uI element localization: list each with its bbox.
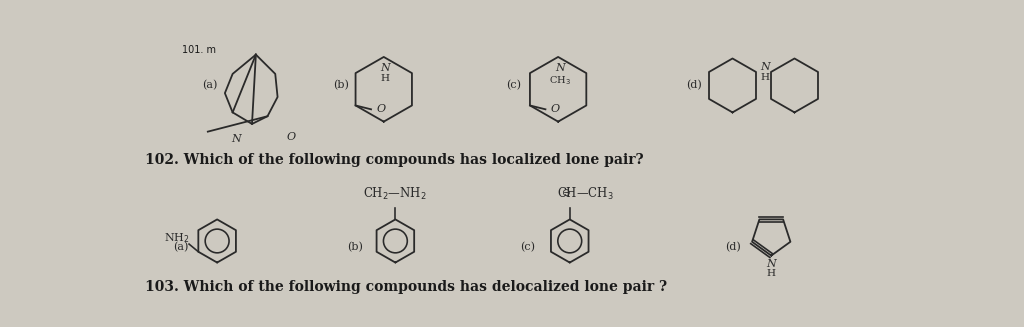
Text: (d): (d): [725, 242, 740, 252]
Text: H: H: [761, 73, 770, 82]
Text: (c): (c): [507, 80, 521, 91]
Text: 102. Which of the following compounds has localized lone pair?: 102. Which of the following compounds ha…: [145, 153, 644, 167]
Text: CH—CH$_3$: CH—CH$_3$: [557, 186, 613, 202]
Text: CH$_2$—NH$_2$: CH$_2$—NH$_2$: [364, 186, 427, 202]
Text: N: N: [766, 259, 776, 269]
Text: 101. m: 101. m: [182, 45, 216, 55]
Text: (d): (d): [686, 80, 701, 91]
Text: N: N: [760, 62, 770, 72]
Text: (c): (c): [520, 242, 536, 252]
Text: (a): (a): [202, 80, 217, 91]
Text: 103. Which of the following compounds has delocalized lone pair ?: 103. Which of the following compounds ha…: [145, 280, 668, 294]
Text: H: H: [767, 269, 776, 279]
Text: O: O: [377, 104, 386, 114]
Text: N: N: [555, 63, 564, 73]
Text: NH$_2$: NH$_2$: [164, 231, 189, 245]
Text: (a): (a): [173, 242, 188, 252]
Text: N: N: [381, 63, 390, 73]
Text: O: O: [286, 132, 295, 142]
Text: CH$_3$: CH$_3$: [549, 74, 570, 87]
Text: N: N: [231, 134, 242, 144]
Text: (b): (b): [333, 80, 349, 91]
Text: O: O: [551, 104, 560, 114]
Text: H: H: [381, 74, 390, 83]
Text: $\ominus$: $\ominus$: [561, 187, 570, 198]
Text: (b): (b): [347, 242, 364, 252]
